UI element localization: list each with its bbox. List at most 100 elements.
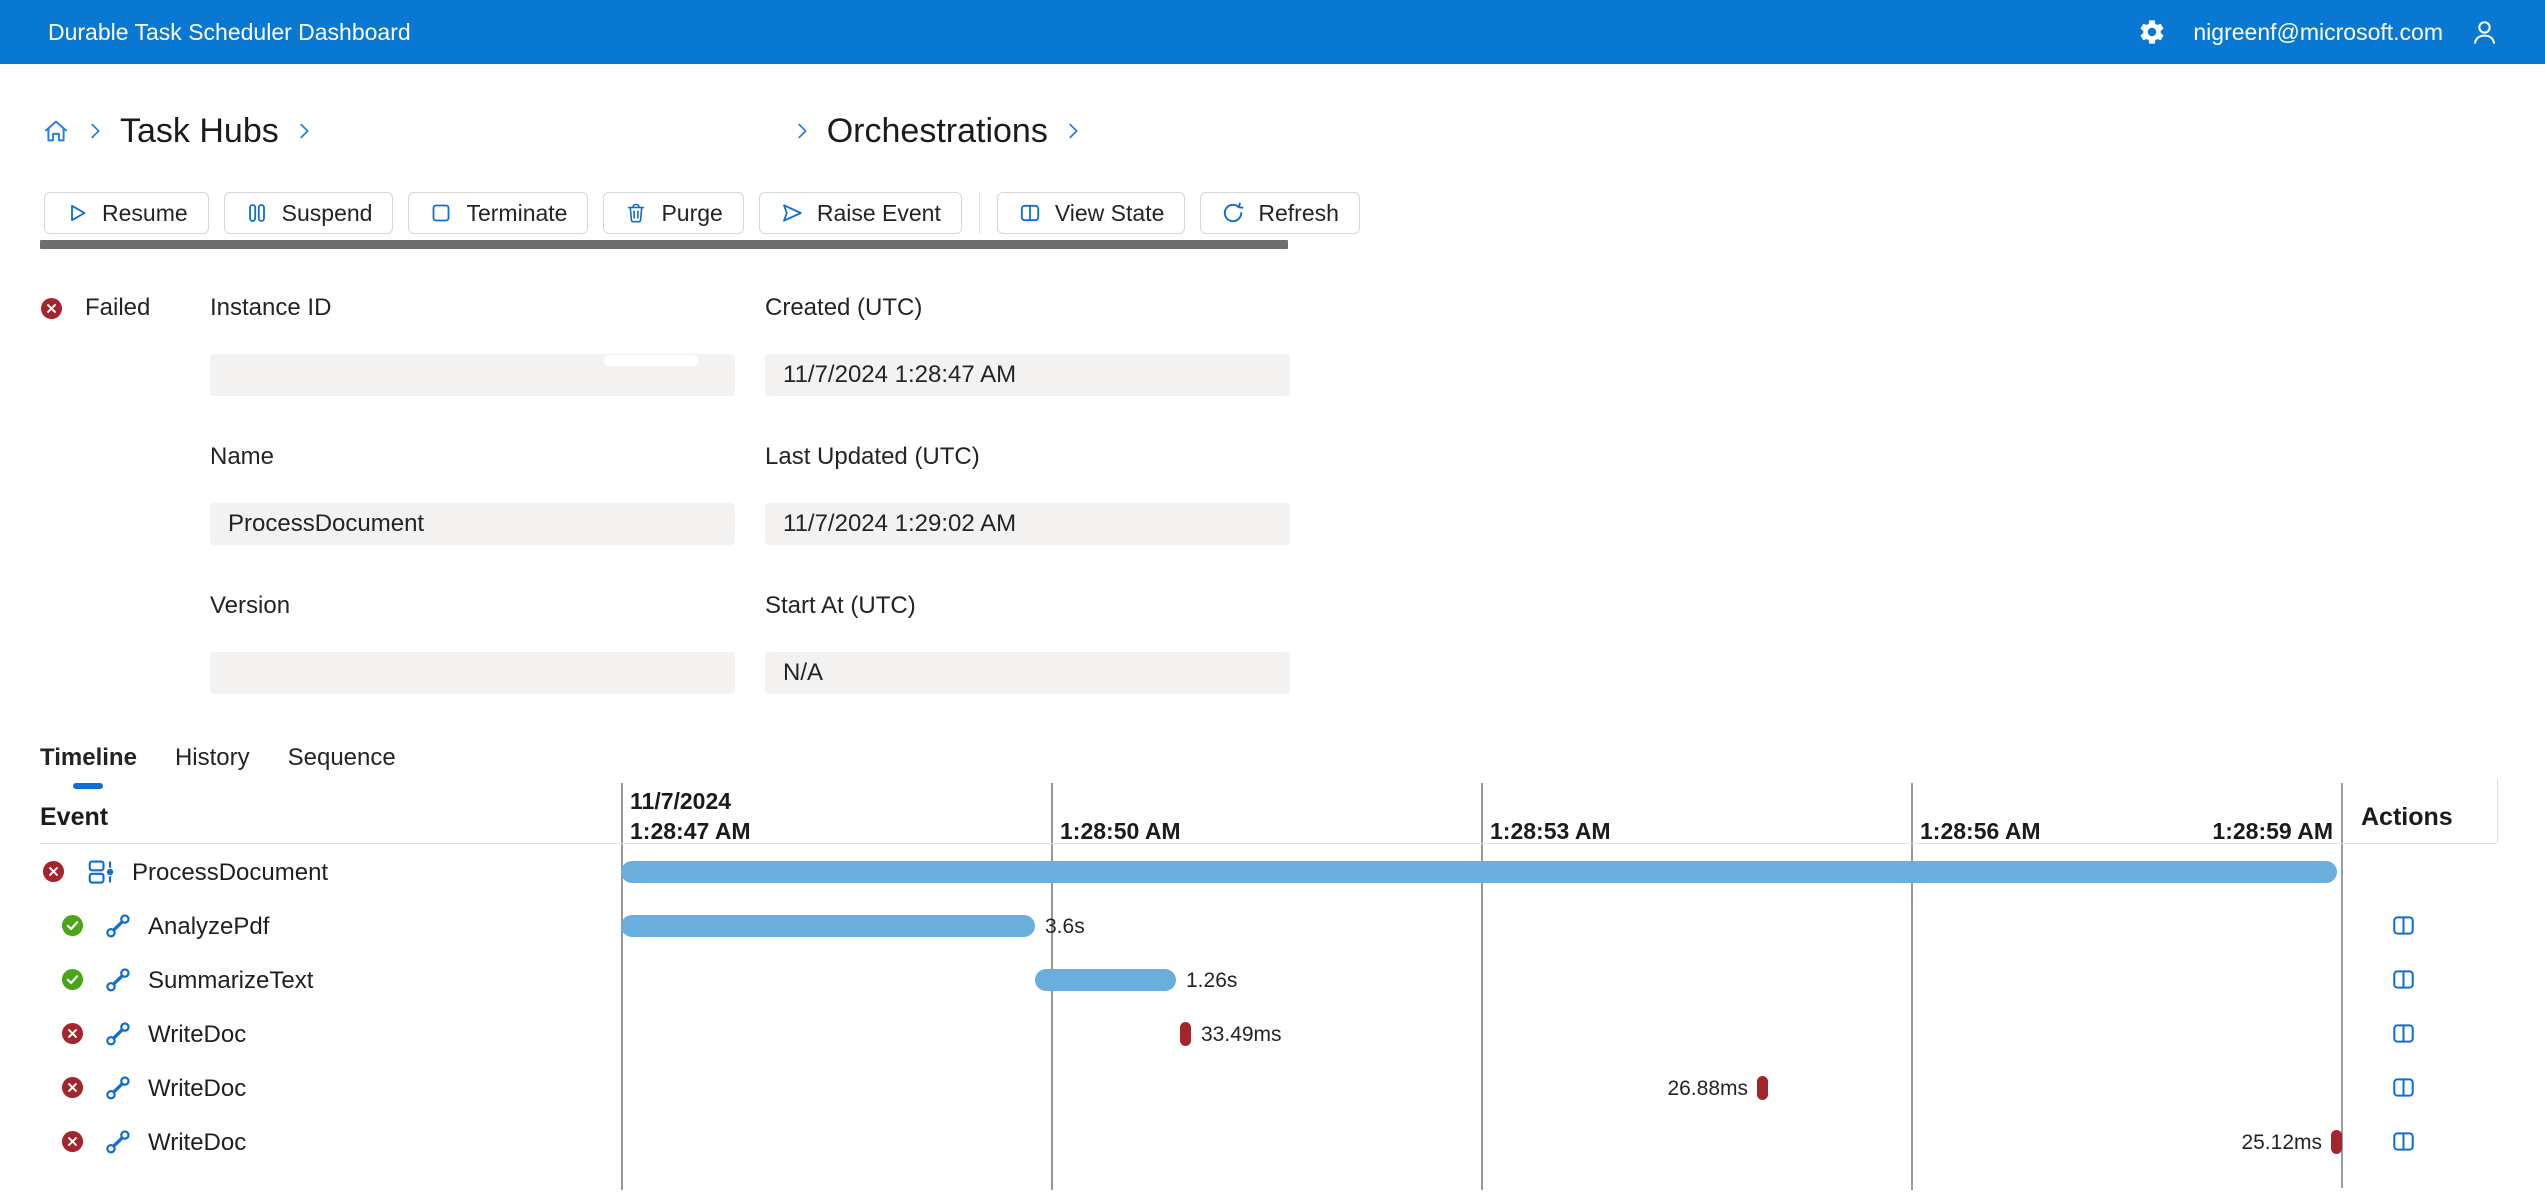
version-input[interactable] [210, 652, 735, 694]
tab-sequence[interactable]: Sequence [287, 744, 396, 771]
timeline-row: WriteDoc 33.49ms [0, 1007, 2545, 1061]
topbar-right-group: nigreenf@microsoft.com [2138, 0, 2499, 64]
app-title: Durable Task Scheduler Dashboard [48, 19, 411, 45]
resume-icon [65, 201, 89, 225]
home-icon[interactable] [42, 117, 70, 145]
duration-label: 33.49ms [1201, 1023, 1282, 1046]
event-name: WriteDoc [148, 1021, 247, 1048]
field-last-updated: Last Updated (UTC) 11/7/2024 1:29:02 AM [765, 443, 1290, 545]
created-input[interactable]: 11/7/2024 1:28:47 AM [765, 354, 1290, 396]
settings-gear-icon[interactable] [2138, 18, 2166, 46]
event-column-header: Event [40, 803, 109, 831]
field-label: Version [210, 592, 291, 619]
view-state-button[interactable]: View State [996, 192, 1186, 234]
tick-time-label: 1:28:47 AM [630, 818, 751, 844]
event-name: SummarizeText [148, 967, 314, 994]
view-state-action-button[interactable] [2390, 912, 2417, 939]
terminate-button[interactable]: Terminate [408, 192, 589, 234]
gridline [1911, 783, 1913, 1190]
chevron-right-icon [84, 117, 106, 145]
toolbar-separator [978, 192, 980, 234]
suspend-button[interactable]: Suspend [223, 192, 394, 234]
activity-icon [104, 1074, 132, 1102]
tick-date-label: 11/7/2024 [630, 788, 732, 814]
button-label: Terminate [466, 199, 568, 226]
breadcrumb-task-hubs[interactable]: Task Hubs [120, 111, 279, 150]
button-label: Refresh [1258, 199, 1339, 226]
event-name: ProcessDocument [132, 859, 329, 886]
tick-time-label: 1:28:56 AM [1920, 818, 2041, 844]
raise-event-button[interactable]: Raise Event [758, 192, 962, 234]
orchestration-toolbar: Resume Suspend Terminate Purge Raise Event Vi… [44, 192, 1360, 234]
resume-button[interactable]: Resume [44, 192, 209, 234]
account-person-icon[interactable] [2470, 18, 2499, 47]
event-name: AnalyzePdf [148, 913, 270, 940]
field-instance-id: Instance ID [210, 294, 735, 396]
top-app-bar: Durable Task Scheduler Dashboard nigreen… [0, 0, 2545, 64]
field-label: Start At (UTC) [765, 592, 916, 619]
name-input[interactable]: ProcessDocument [210, 503, 735, 545]
terminate-icon [429, 201, 453, 225]
tab-timeline[interactable]: Timeline [40, 744, 137, 776]
field-label: Instance ID [210, 294, 332, 321]
failed-status-icon [42, 860, 65, 883]
status-label: Failed [85, 294, 151, 321]
breadcrumb-spacer [329, 131, 777, 132]
orchestration-icon [86, 857, 116, 887]
succeeded-status-icon [61, 914, 84, 937]
field-name: Name ProcessDocument [210, 443, 735, 545]
timeline-bar [621, 915, 1035, 937]
status-badge: Failed [40, 294, 150, 322]
open-pane-icon [2390, 1020, 2417, 1047]
gridline [621, 783, 623, 1190]
button-label: View State [1054, 199, 1165, 226]
chevron-right-icon [1062, 117, 1084, 145]
view-state-action-button[interactable] [2390, 1074, 2417, 1101]
purge-button[interactable]: Purge [603, 192, 744, 234]
field-value: N/A [783, 659, 824, 686]
instance-id-input[interactable] [210, 354, 735, 396]
view-state-action-button[interactable] [2390, 1020, 2417, 1047]
open-pane-icon [2390, 1074, 2417, 1101]
button-label: Purge [661, 199, 723, 226]
refresh-icon [1221, 201, 1245, 225]
start-at-input[interactable]: N/A [765, 652, 1290, 694]
event-name: WriteDoc [148, 1075, 247, 1102]
open-pane-icon [2390, 966, 2417, 993]
failed-status-icon [61, 1022, 84, 1045]
account-email[interactable]: nigreenf@microsoft.com [2193, 18, 2443, 45]
table-header-border [40, 843, 2497, 844]
view-state-action-button[interactable] [2390, 966, 2417, 993]
failed-status-icon [61, 1076, 84, 1099]
failed-status-icon [40, 297, 63, 320]
activity-icon [104, 912, 132, 940]
open-pane-icon [2390, 912, 2417, 939]
field-label: Last Updated (UTC) [765, 443, 980, 470]
chevron-right-icon [293, 117, 315, 145]
duration-label: 3.6s [1045, 915, 1085, 938]
activity-icon [104, 1128, 132, 1156]
last-updated-input[interactable]: 11/7/2024 1:29:02 AM [765, 503, 1290, 545]
toolbar-divider-rule [40, 240, 1288, 249]
button-label: Suspend [281, 199, 373, 226]
breadcrumb-orchestrations[interactable]: Orchestrations [826, 111, 1048, 150]
timeline-row: SummarizeText 1.26s [0, 953, 2545, 1007]
tab-history[interactable]: History [174, 744, 250, 771]
failed-status-icon [61, 1130, 84, 1153]
field-value: 11/7/2024 1:29:02 AM [783, 510, 1017, 537]
field-created: Created (UTC) 11/7/2024 1:28:47 AM [765, 294, 1290, 396]
time-axis: 11/7/2024 1:28:47 AM 1:28:50 AM 1:28:53 AM 1… [0, 780, 2545, 844]
redaction-artifact [604, 355, 698, 366]
activity-icon [104, 1020, 132, 1048]
details-fields: Instance ID Created (UTC) 11/7/2024 1:28… [210, 294, 1290, 741]
view-state-action-button[interactable] [2390, 1128, 2417, 1155]
view-state-icon [1018, 201, 1042, 225]
suspend-icon [245, 201, 269, 225]
refresh-button[interactable]: Refresh [1200, 192, 1360, 234]
timeline-rows: ProcessDocument AnalyzePdf 3.6s SummarizeTe… [0, 845, 2545, 1175]
table-right-border [2497, 779, 2498, 843]
chevron-right-icon [791, 117, 813, 145]
field-value: ProcessDocument [228, 510, 425, 537]
button-label: Raise Event [816, 199, 941, 226]
raise-event-icon [780, 201, 804, 225]
